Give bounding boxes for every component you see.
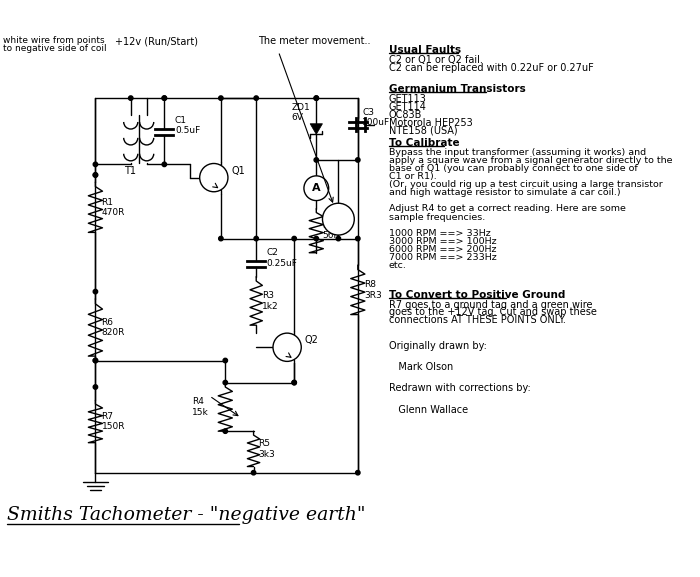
- Text: To Calibrate: To Calibrate: [389, 138, 459, 148]
- Text: GET114: GET114: [389, 102, 426, 111]
- Text: Glenn Wallace: Glenn Wallace: [389, 404, 468, 415]
- Text: ZD1
6V: ZD1 6V: [292, 103, 310, 122]
- Circle shape: [314, 96, 318, 100]
- Text: The meter movement..: The meter movement..: [258, 36, 370, 46]
- Circle shape: [251, 470, 256, 475]
- Text: C1 or R1).: C1 or R1).: [389, 172, 437, 181]
- Text: (Or, you could rig up a test circuit using a large transistor: (Or, you could rig up a test circuit usi…: [389, 180, 662, 189]
- Circle shape: [292, 380, 296, 385]
- Text: 3000 RPM ==> 100Hz: 3000 RPM ==> 100Hz: [389, 237, 496, 246]
- Circle shape: [93, 162, 97, 167]
- Text: R1
470R: R1 470R: [102, 197, 125, 217]
- Circle shape: [93, 385, 97, 389]
- Text: Q2: Q2: [304, 335, 318, 345]
- Text: goes to the +12V tag. Cut and swap these: goes to the +12V tag. Cut and swap these: [389, 308, 596, 317]
- Text: A: A: [312, 183, 321, 193]
- Text: Redrawn with corrections by:: Redrawn with corrections by:: [389, 384, 531, 394]
- Text: Adjust R4 to get a correct reading. Here are some: Adjust R4 to get a correct reading. Here…: [389, 204, 626, 213]
- Circle shape: [223, 380, 228, 385]
- Text: Q1: Q1: [232, 166, 245, 175]
- Text: R7 goes to a ground tag and a green wire: R7 goes to a ground tag and a green wire: [389, 299, 592, 309]
- Text: apply a square wave from a signal generator directly to the: apply a square wave from a signal genera…: [389, 156, 672, 164]
- Circle shape: [356, 237, 360, 241]
- Circle shape: [162, 162, 167, 167]
- Text: Motorola HEP253: Motorola HEP253: [389, 118, 473, 128]
- Text: and high wattage resistor to simulate a car coil.): and high wattage resistor to simulate a …: [389, 188, 620, 197]
- Circle shape: [162, 96, 167, 100]
- Text: R8
3R3: R8 3R3: [364, 280, 382, 299]
- Text: base of Q1 (you can probably connect to one side of: base of Q1 (you can probably connect to …: [389, 164, 638, 173]
- Text: C2 or Q1 or Q2 fail.: C2 or Q1 or Q2 fail.: [389, 55, 482, 65]
- Circle shape: [93, 358, 97, 363]
- Text: Bypass the input transformer (assuming it works) and: Bypass the input transformer (assuming i…: [389, 148, 646, 156]
- Circle shape: [254, 237, 258, 241]
- Circle shape: [273, 333, 301, 361]
- Text: Mark Olson: Mark Olson: [389, 362, 453, 372]
- Text: R4
15k: R4 15k: [192, 397, 209, 417]
- Text: 6000 RPM ==> 200Hz: 6000 RPM ==> 200Hz: [389, 245, 496, 254]
- Text: Germanium Transistors: Germanium Transistors: [389, 84, 526, 94]
- Text: NTE158 (USA): NTE158 (USA): [389, 125, 457, 136]
- Circle shape: [314, 237, 318, 241]
- Circle shape: [356, 470, 360, 475]
- Text: white wire from points: white wire from points: [3, 36, 104, 45]
- Polygon shape: [310, 123, 323, 134]
- Circle shape: [129, 96, 133, 100]
- Circle shape: [323, 203, 354, 235]
- Circle shape: [93, 173, 97, 177]
- Circle shape: [254, 96, 258, 100]
- Text: Originally drawn by:: Originally drawn by:: [389, 341, 486, 351]
- Text: sample frequencies.: sample frequencies.: [389, 212, 485, 222]
- Text: GET113: GET113: [389, 93, 426, 104]
- Text: +12v (Run/Start): +12v (Run/Start): [115, 36, 198, 46]
- Circle shape: [218, 96, 223, 100]
- Text: C2 can be replaced with 0.22uF or 0.27uF: C2 can be replaced with 0.22uF or 0.27uF: [389, 63, 594, 73]
- Circle shape: [223, 358, 228, 363]
- Text: Usual Faults: Usual Faults: [389, 45, 461, 55]
- Circle shape: [336, 237, 341, 241]
- Text: R7
150R: R7 150R: [102, 412, 125, 431]
- Text: T1: T1: [124, 166, 136, 176]
- Text: To Convert to Positive Ground: To Convert to Positive Ground: [389, 290, 565, 300]
- Text: C1
0.5uF: C1 0.5uF: [175, 116, 200, 135]
- Circle shape: [304, 176, 329, 201]
- Circle shape: [162, 96, 167, 100]
- Circle shape: [314, 158, 318, 162]
- Circle shape: [356, 158, 360, 162]
- Text: Smiths Tachometer - "negative earth": Smiths Tachometer - "negative earth": [7, 506, 365, 524]
- Text: connections AT THESE POINTS ONLY.: connections AT THESE POINTS ONLY.: [389, 316, 566, 325]
- Text: C2
0.25uF: C2 0.25uF: [267, 248, 298, 268]
- Text: R6
820R: R6 820R: [102, 318, 125, 337]
- Circle shape: [93, 358, 97, 363]
- Circle shape: [314, 96, 318, 100]
- Text: R2
56R: R2 56R: [323, 221, 340, 241]
- Circle shape: [93, 290, 97, 294]
- Text: C3
100uF: C3 100uF: [362, 108, 391, 128]
- Text: 1000 RPM ==> 33Hz: 1000 RPM ==> 33Hz: [389, 229, 491, 238]
- Circle shape: [292, 380, 296, 385]
- Circle shape: [199, 163, 228, 192]
- Circle shape: [223, 429, 228, 433]
- Text: OC83B: OC83B: [389, 110, 422, 119]
- Circle shape: [218, 237, 223, 241]
- Text: etc.: etc.: [389, 261, 407, 271]
- Circle shape: [292, 237, 296, 241]
- Text: to negative side of coil: to negative side of coil: [3, 44, 106, 53]
- Text: R5
3k3: R5 3k3: [258, 439, 274, 459]
- Text: R3
1k2: R3 1k2: [262, 291, 279, 310]
- Text: 7000 RPM ==> 233Hz: 7000 RPM ==> 233Hz: [389, 253, 496, 263]
- Circle shape: [93, 173, 97, 177]
